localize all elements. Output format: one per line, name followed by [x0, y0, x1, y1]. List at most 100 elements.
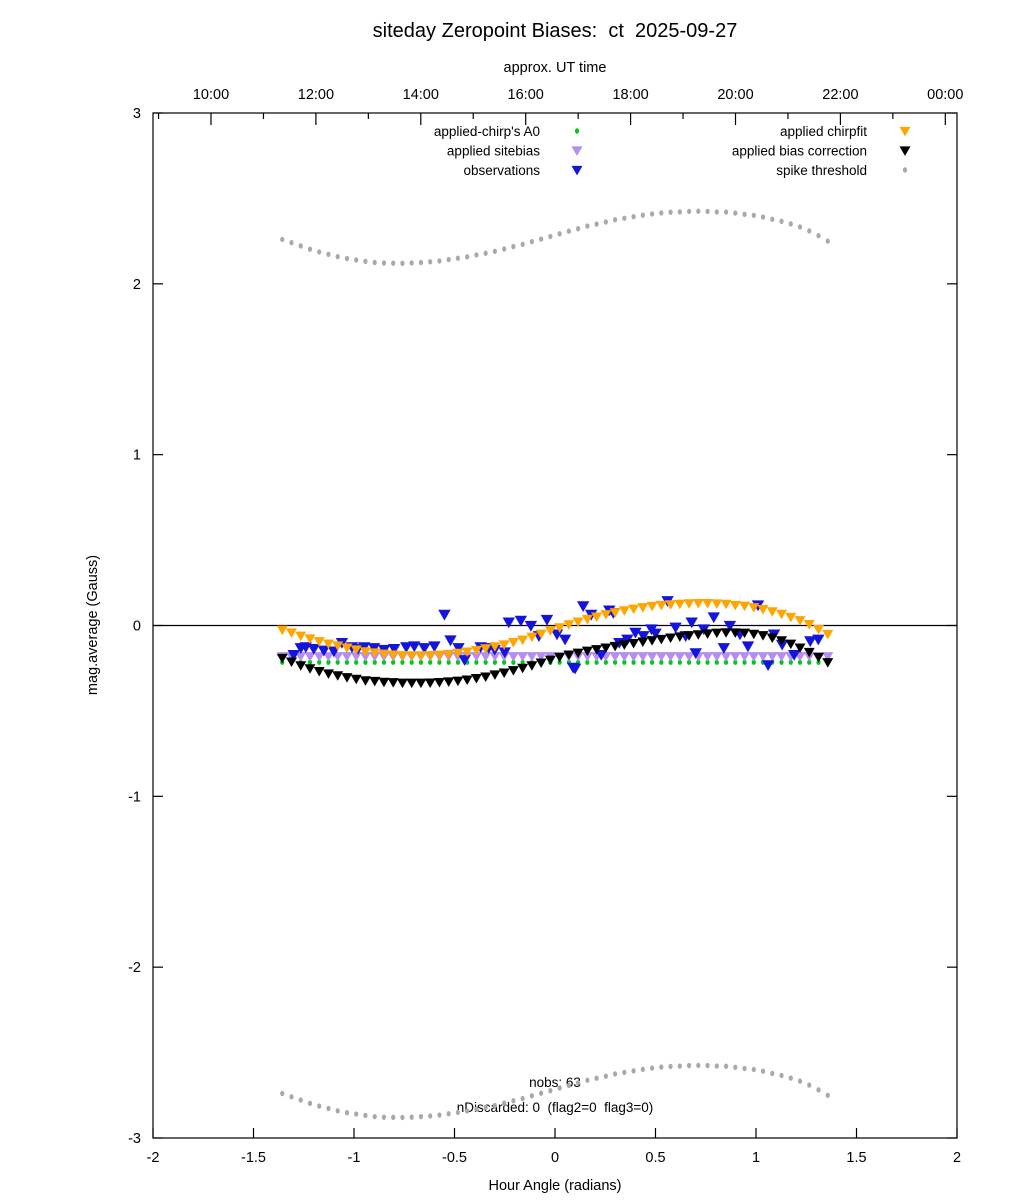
- spike-threshold-lower-marker: [659, 1064, 664, 1070]
- applied-chirpfit-marker: [618, 606, 630, 616]
- applied-sitebias-marker: [729, 652, 741, 662]
- spike-threshold-upper-marker: [548, 233, 553, 240]
- observations-marker: [669, 622, 682, 634]
- applied-chirps-a0-marker: [511, 659, 516, 665]
- applied-chirps-a0-marker: [428, 659, 433, 665]
- applied-chirps-a0-marker: [400, 659, 405, 665]
- applied-bias-correction-marker: [748, 629, 760, 640]
- observations-marker: [685, 617, 698, 629]
- applied-chirpfit-marker: [572, 617, 584, 627]
- left-axis-label: mag.average (Gauss): [85, 555, 101, 695]
- applied-chirps-a0-marker: [474, 659, 479, 665]
- spike-threshold-upper-marker: [289, 239, 294, 246]
- applied-chirpfit-marker: [378, 649, 390, 660]
- applied-bias-correction-marker: [776, 636, 788, 646]
- applied-sitebias-marker: [304, 652, 316, 662]
- spike-threshold-lower-marker: [400, 1114, 405, 1121]
- applied-chirps-a0-marker: [372, 659, 377, 665]
- applied-bias-correction-marker: [822, 658, 834, 668]
- applied-bias-correction-marker: [507, 666, 519, 676]
- applied-chirpfit-marker: [304, 634, 316, 644]
- spike-threshold-upper-marker: [344, 255, 350, 262]
- applied-bias-correction-marker: [424, 678, 436, 688]
- applied-sitebias-marker: [507, 652, 519, 662]
- y-axis-tick-label: -2: [128, 960, 141, 976]
- applied-chirpfit-marker: [489, 642, 501, 652]
- spike-threshold-lower-marker: [455, 1109, 461, 1116]
- spike-threshold-lower-marker: [797, 1078, 803, 1084]
- axis-ticks: -2 -1.5 -1 -0.5 0 0.5 1 1.5 2 -3 -2 -1 0 1 2 3 10:00 12:0…: [128, 87, 963, 1166]
- applied-chirps-a0-marker: [733, 659, 738, 665]
- spike-threshold-upper-marker: [770, 216, 775, 222]
- applied-chirpfit-marker: [600, 610, 612, 620]
- spike-threshold-lower-marker: [465, 1108, 470, 1114]
- applied-chirps-a0-marker: [409, 659, 414, 665]
- applied-chirps-a0-marker: [686, 659, 692, 665]
- spike-threshold-upper-marker: [816, 232, 821, 239]
- applied-sitebias-marker: [581, 652, 593, 662]
- applied-bias-correction-marker: [285, 657, 297, 667]
- spike-threshold-upper-marker: [566, 228, 571, 234]
- applied-sitebias-marker: [517, 652, 529, 662]
- spike-threshold-lower-marker: [733, 1064, 738, 1070]
- applied-chirpfit-marker: [285, 628, 297, 638]
- applied-sitebias-marker: [526, 652, 538, 662]
- spike-threshold-upper-marker: [474, 252, 479, 258]
- spike-threshold-lower-marker: [723, 1063, 729, 1069]
- spike-threshold-upper-marker: [807, 228, 812, 234]
- applied-chirps-a0-marker: [418, 659, 424, 665]
- applied-bias-correction-marker: [720, 628, 732, 638]
- spike-threshold-lower-marker: [668, 1063, 673, 1070]
- applied-chirps-a0-marker: [307, 659, 313, 665]
- observations-marker: [540, 614, 554, 626]
- applied-chirpfit-marker: [387, 650, 399, 660]
- applied-chirps-a0-marker: [788, 659, 793, 665]
- applied-chirpfit-marker: [443, 649, 455, 660]
- top-axis-label: approx. UT time: [504, 60, 607, 76]
- observations-marker: [458, 655, 471, 666]
- spike-threshold-upper-marker: [539, 236, 544, 242]
- applied-chirpfit-marker: [498, 640, 510, 650]
- time-axis-tick-label: 10:00: [193, 87, 229, 103]
- applied-chirpfit-marker: [369, 648, 381, 658]
- spike-threshold-upper-marker: [335, 253, 340, 260]
- applied-sitebias-marker: [748, 652, 760, 662]
- observations-marker: [317, 645, 331, 657]
- applied-sitebias-marker: [711, 652, 723, 662]
- applied-bias-correction-marker: [655, 634, 667, 645]
- spike-threshold-lower-marker: [409, 1114, 414, 1120]
- applied-bias-correction-marker: [350, 674, 362, 685]
- applied-bias-correction-marker: [480, 672, 492, 682]
- spike-threshold-lower-marker: [594, 1075, 599, 1081]
- applied-chirpfit-marker: [813, 624, 825, 635]
- x-axis-tick-label: -0.5: [442, 1150, 467, 1166]
- spike-threshold-lower-marker: [298, 1097, 303, 1103]
- spike-threshold-upper-marker: [603, 219, 608, 225]
- applied-chirps-a0-marker: [483, 659, 488, 665]
- applied-bias-correction-marker: [526, 661, 538, 671]
- applied-bias-correction-marker: [415, 678, 427, 689]
- applied-bias-correction-marker: [276, 653, 288, 664]
- spike-threshold-upper-marker: [797, 224, 803, 230]
- applied-chirpfit-marker: [452, 648, 464, 659]
- applied-chirps-a0-marker: [668, 659, 673, 665]
- applied-chirps-a0-marker: [677, 659, 682, 665]
- spike-threshold-lower-marker: [326, 1105, 331, 1112]
- spike-threshold-upper-marker: [418, 259, 424, 266]
- spike-threshold-lower-marker: [446, 1111, 451, 1117]
- observations-marker: [717, 643, 731, 654]
- applied-bias-correction-marker: [572, 648, 584, 659]
- spike-threshold-upper-marker: [400, 260, 405, 267]
- applied-bias-correction-marker: [618, 640, 630, 650]
- applied-chirpfit-marker: [313, 637, 325, 647]
- applied-bias-correction-marker: [609, 641, 621, 652]
- spike-threshold-lower-marker: [474, 1106, 479, 1112]
- applied-sitebias-marker: [637, 652, 649, 662]
- y-axis-tick-label: -1: [128, 789, 141, 805]
- applied-chirpfit-marker: [341, 643, 353, 653]
- observations-marker: [558, 634, 572, 646]
- spike-threshold-lower-marker: [576, 1080, 581, 1086]
- spike-threshold-lower-marker: [502, 1100, 507, 1106]
- time-axis-tick-label: 00:00: [927, 87, 963, 103]
- y-axis-tick-label: 3: [133, 106, 141, 122]
